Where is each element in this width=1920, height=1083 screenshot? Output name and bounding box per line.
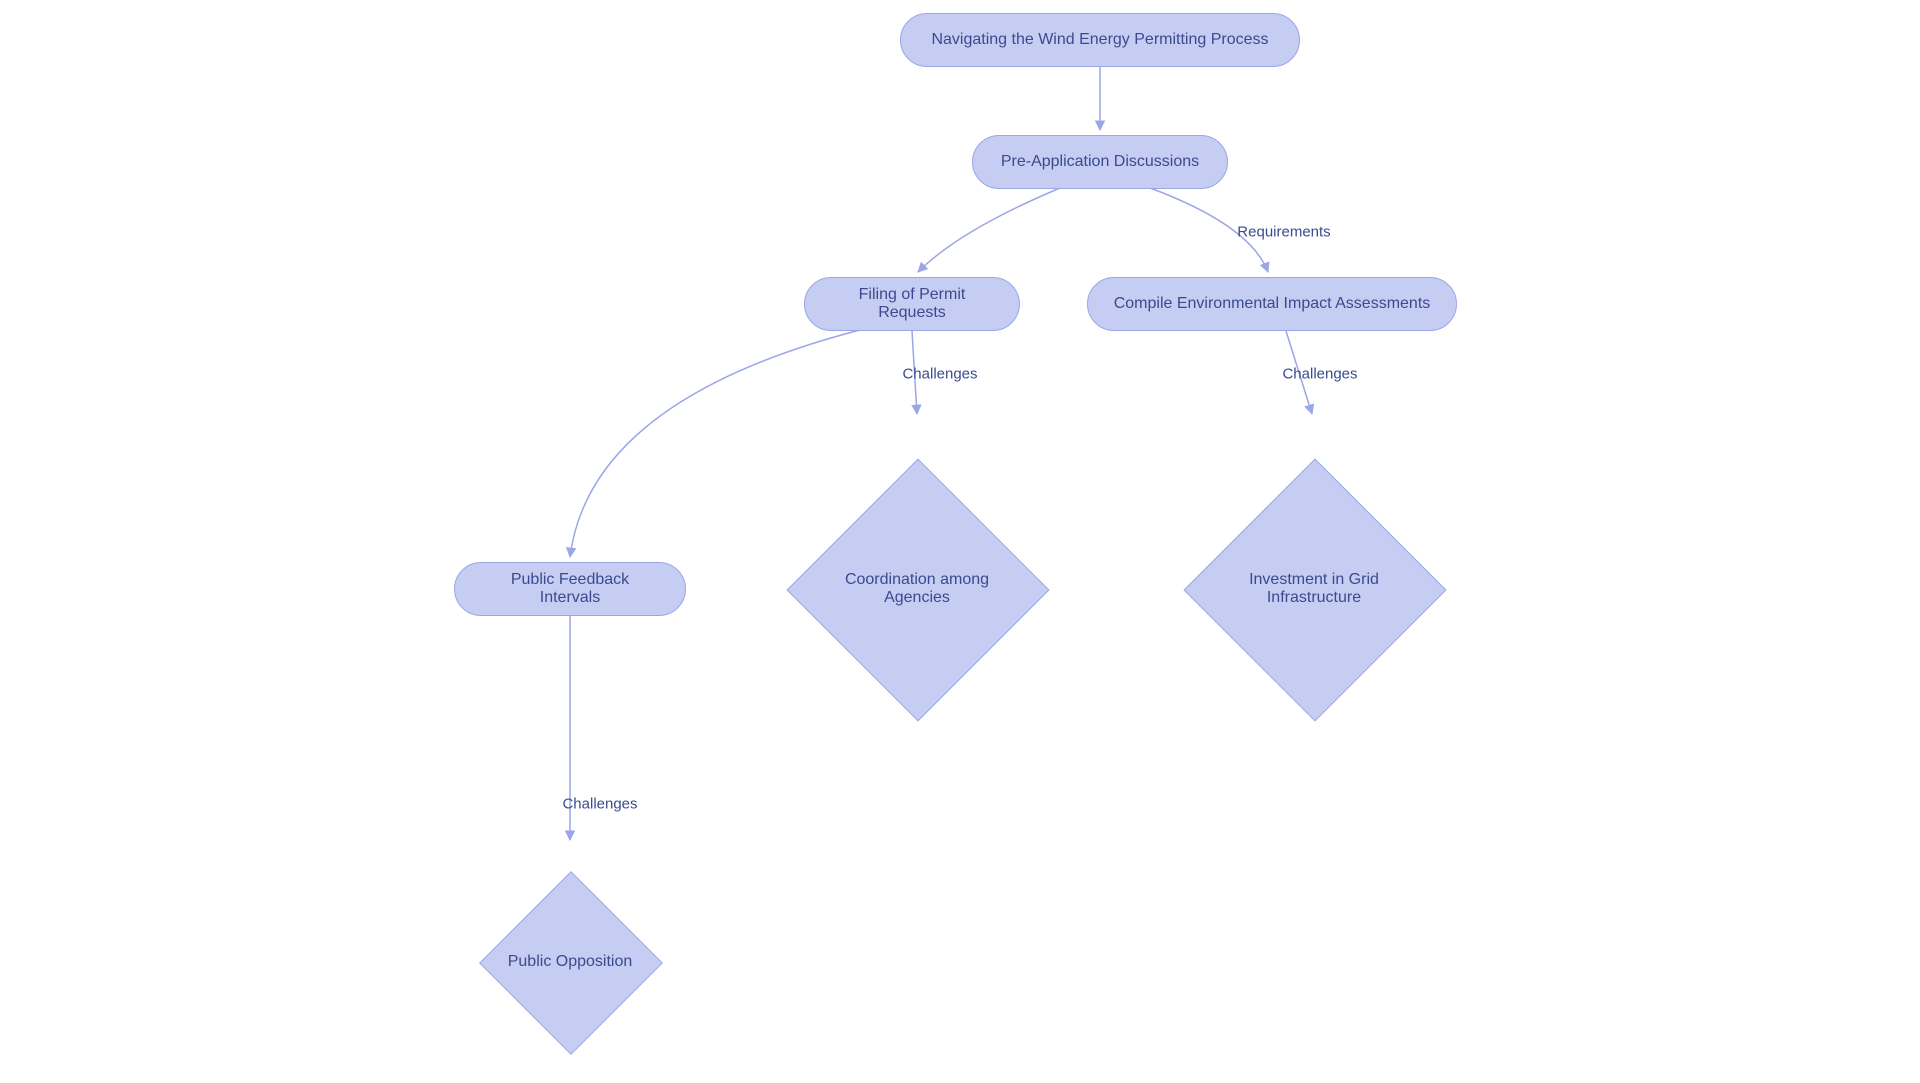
node-preapp: Pre-Application Discussions <box>972 135 1228 189</box>
edge-preapp-filing <box>918 188 1060 272</box>
node-label-oppose: Public Opposition <box>480 953 660 971</box>
edge-label-eia-invest: Challenges <box>1282 366 1357 383</box>
edge-label-preapp-eia: Requirements <box>1237 224 1330 241</box>
edge-label-public-oppose: Challenges <box>562 796 637 813</box>
node-eia: Compile Environmental Impact Assessments <box>1087 277 1457 331</box>
node-label-preapp: Pre-Application Discussions <box>1001 153 1199 171</box>
node-title: Navigating the Wind Energy Permitting Pr… <box>900 13 1300 67</box>
node-public: Public Feedback Intervals <box>454 562 686 616</box>
edge-label-filing-coord: Challenges <box>902 366 977 383</box>
node-label-coord: Coordination among Agencies <box>827 571 1007 607</box>
node-label-eia: Compile Environmental Impact Assessments <box>1114 295 1431 313</box>
node-filing: Filing of Permit Requests <box>804 277 1020 331</box>
node-label-title: Navigating the Wind Energy Permitting Pr… <box>931 31 1268 49</box>
node-label-public: Public Feedback Intervals <box>479 571 661 607</box>
node-label-invest: Investment in Grid Infrastructure <box>1224 571 1404 607</box>
edge-filing-public <box>570 330 860 557</box>
node-label-filing: Filing of Permit Requests <box>829 286 995 322</box>
